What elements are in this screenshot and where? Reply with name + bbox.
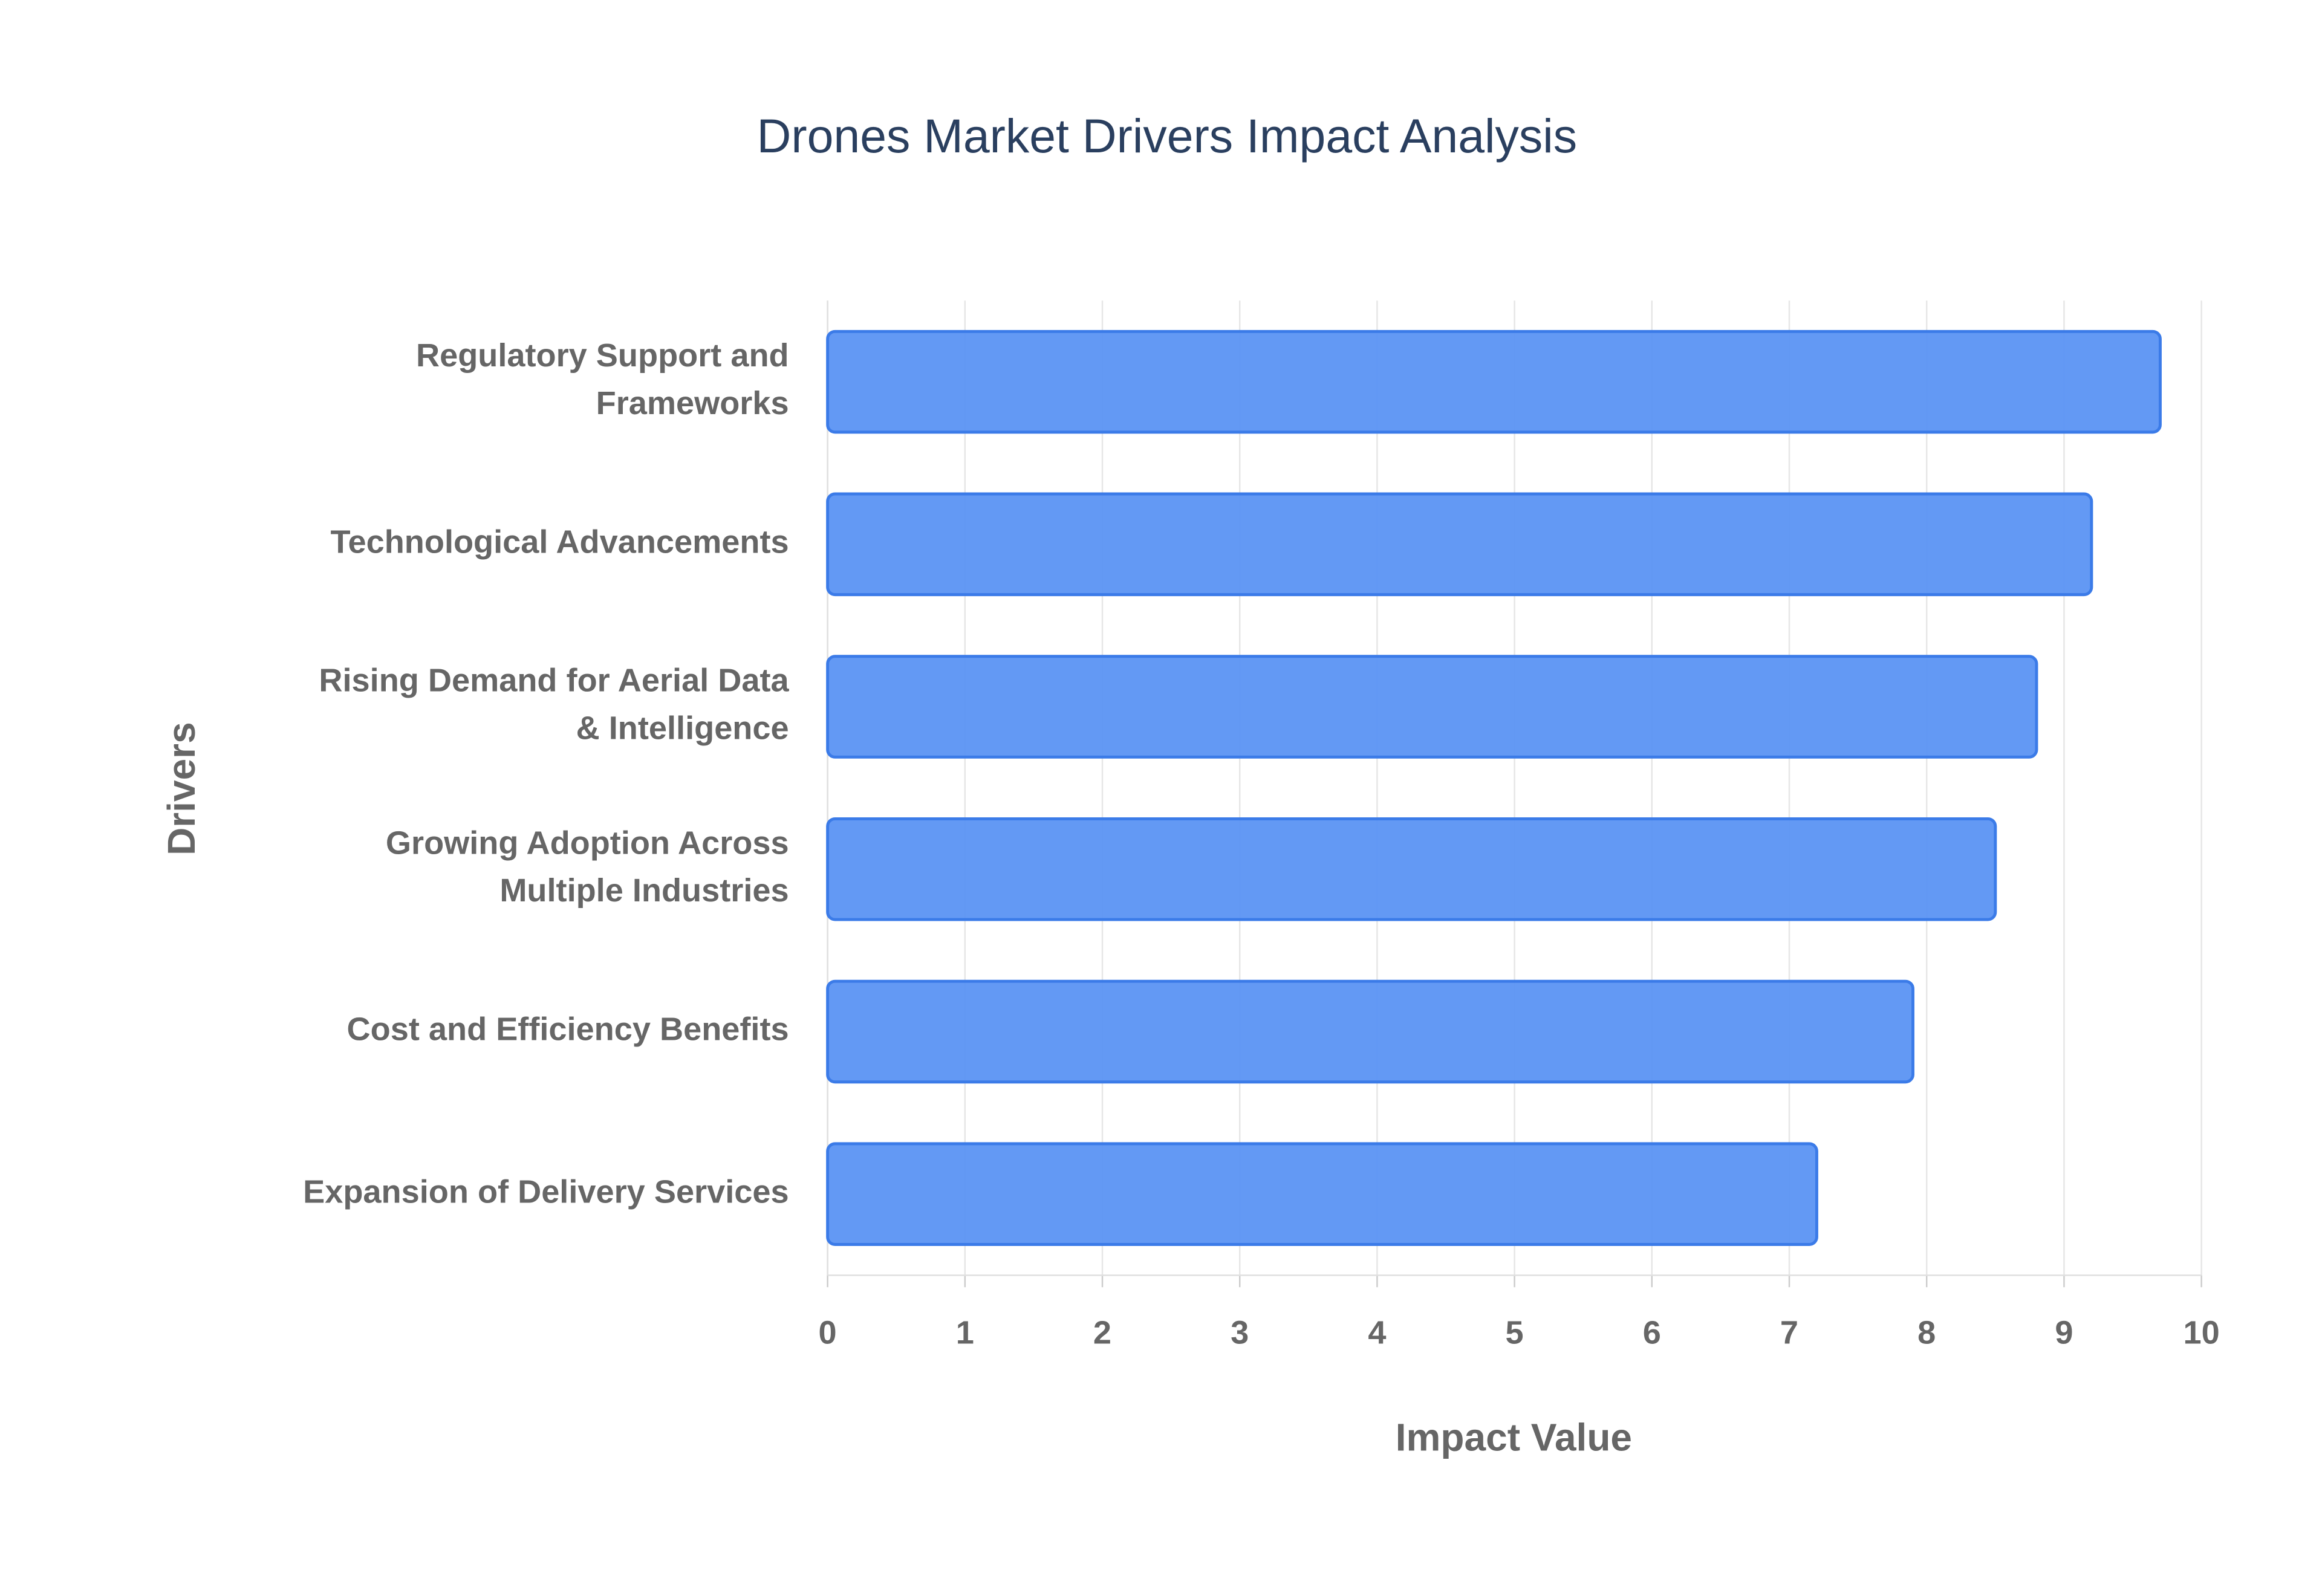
bar — [826, 655, 2038, 759]
y-tick-label: Technological Advancements — [330, 524, 789, 560]
x-axis-title: Impact Value — [1396, 1416, 1632, 1459]
x-tick-label: 3 — [1231, 1314, 1249, 1351]
y-tick-label: Rising Demand for Aerial Data & Intellige… — [319, 663, 789, 747]
y-tick-label: Cost and Efficiency Benefits — [347, 1011, 789, 1048]
y-axis-title: Drivers — [160, 722, 203, 855]
x-tick-label: 5 — [1506, 1314, 1524, 1351]
chart-title: Drones Market Drivers Impact Analysis — [757, 109, 1578, 163]
bar — [826, 979, 1914, 1084]
y-tick-label: Regulatory Support and Frameworks — [416, 338, 789, 422]
bar — [826, 492, 2093, 597]
bar — [826, 1142, 1818, 1246]
y-tick-label: Growing Adoption Across Multiple Industri… — [386, 825, 789, 909]
x-tick-label: 4 — [1368, 1314, 1386, 1351]
x-tick-label: 8 — [1917, 1314, 1936, 1351]
bar — [826, 817, 1997, 921]
bar — [826, 329, 2162, 434]
x-tick-label: 1 — [956, 1314, 974, 1351]
x-tick-label: 6 — [1643, 1314, 1661, 1351]
x-tick-label: 2 — [1093, 1314, 1111, 1351]
x-tick-label: 0 — [819, 1314, 837, 1351]
x-tick-label: 7 — [1780, 1314, 1798, 1351]
x-tick-label: 10 — [2183, 1314, 2219, 1351]
x-tick-label: 9 — [2055, 1314, 2073, 1351]
y-tick-label: Expansion of Delivery Services — [303, 1173, 789, 1210]
